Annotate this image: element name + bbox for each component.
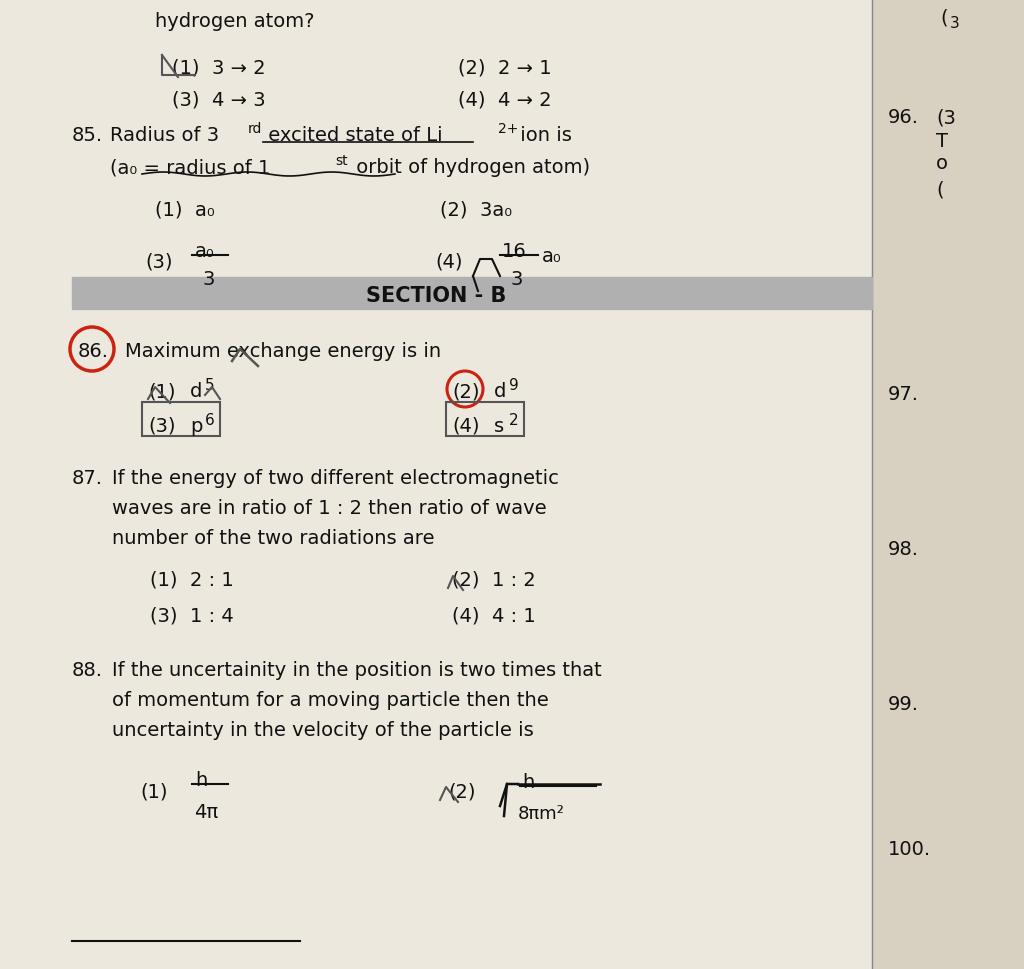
Text: (3): (3) (148, 417, 175, 435)
Text: (4): (4) (435, 252, 463, 270)
Text: o: o (936, 154, 948, 172)
Bar (72, 278, 872, 310)
Text: Maximum exchange energy is in: Maximum exchange energy is in (125, 342, 441, 360)
Text: waves are in ratio of 1 : 2 then ratio of wave: waves are in ratio of 1 : 2 then ratio o… (112, 498, 547, 517)
Text: a₀: a₀ (542, 247, 562, 266)
Text: s: s (494, 417, 504, 435)
Text: (2)  2 → 1: (2) 2 → 1 (458, 58, 552, 77)
Text: 16: 16 (502, 241, 526, 261)
Text: 3: 3 (510, 269, 522, 289)
Text: number of the two radiations are: number of the two radiations are (112, 528, 434, 547)
Text: (2): (2) (452, 382, 479, 400)
Text: 87.: 87. (72, 469, 103, 487)
Text: 8πm²: 8πm² (518, 804, 565, 822)
Text: (2)  1 : 2: (2) 1 : 2 (452, 571, 536, 589)
Text: (: ( (936, 180, 943, 199)
Text: 85.: 85. (72, 126, 103, 144)
Text: (1): (1) (140, 782, 168, 801)
Text: (4)  4 : 1: (4) 4 : 1 (452, 606, 536, 624)
Text: (1): (1) (148, 382, 175, 400)
Text: (3)  4 → 3: (3) 4 → 3 (172, 90, 265, 109)
Text: a₀: a₀ (195, 241, 215, 261)
Text: h: h (195, 770, 207, 789)
Text: (2)  3a₀: (2) 3a₀ (440, 200, 512, 219)
Text: 97.: 97. (888, 385, 919, 403)
Text: (3: (3 (936, 108, 955, 127)
Text: 3: 3 (202, 269, 214, 289)
Text: Radius of 3: Radius of 3 (110, 126, 219, 144)
Text: h: h (522, 772, 535, 791)
Text: 4π: 4π (194, 802, 218, 821)
Text: (: ( (940, 8, 947, 27)
Text: hydrogen atom?: hydrogen atom? (155, 12, 314, 31)
Text: (4): (4) (452, 417, 479, 435)
Text: rd: rd (248, 122, 262, 136)
Text: (1)  3 → 2: (1) 3 → 2 (172, 58, 265, 77)
Text: 99.: 99. (888, 694, 919, 713)
Text: (2): (2) (449, 782, 475, 801)
Text: (a₀ = radius of 1: (a₀ = radius of 1 (110, 158, 270, 176)
Text: (1)  a₀: (1) a₀ (155, 200, 215, 219)
Text: 9: 9 (509, 378, 519, 392)
Text: SECTION - B: SECTION - B (366, 286, 506, 305)
Text: 2: 2 (509, 413, 518, 427)
Text: 88.: 88. (72, 660, 103, 679)
Text: 100.: 100. (888, 839, 931, 859)
Text: 2+: 2+ (498, 122, 518, 136)
Text: d: d (190, 382, 203, 400)
Text: of momentum for a moving particle then the: of momentum for a moving particle then t… (112, 690, 549, 709)
Text: 96.: 96. (888, 108, 919, 127)
Text: If the uncertainity in the position is two times that: If the uncertainity in the position is t… (112, 660, 602, 679)
Text: 5: 5 (205, 378, 215, 392)
Text: 98.: 98. (888, 540, 919, 558)
Bar (872, 0, 1024, 969)
Text: If the energy of two different electromagnetic: If the energy of two different electroma… (112, 469, 559, 487)
Text: 86.: 86. (78, 342, 109, 360)
Text: (1)  2 : 1: (1) 2 : 1 (150, 571, 233, 589)
Text: excited state of Li: excited state of Li (262, 126, 442, 144)
Text: (4)  4 → 2: (4) 4 → 2 (458, 90, 552, 109)
Text: d: d (494, 382, 507, 400)
Text: 3: 3 (950, 16, 959, 31)
Text: (3)  1 : 4: (3) 1 : 4 (150, 606, 233, 624)
Text: orbit of hydrogen atom): orbit of hydrogen atom) (350, 158, 590, 176)
Text: ion is: ion is (514, 126, 571, 144)
Text: p: p (190, 417, 203, 435)
Text: uncertainty in the velocity of the particle is: uncertainty in the velocity of the parti… (112, 720, 534, 739)
Text: T: T (936, 132, 948, 151)
Text: st: st (335, 154, 347, 168)
Text: (3): (3) (145, 252, 172, 270)
Text: 6: 6 (205, 413, 215, 427)
